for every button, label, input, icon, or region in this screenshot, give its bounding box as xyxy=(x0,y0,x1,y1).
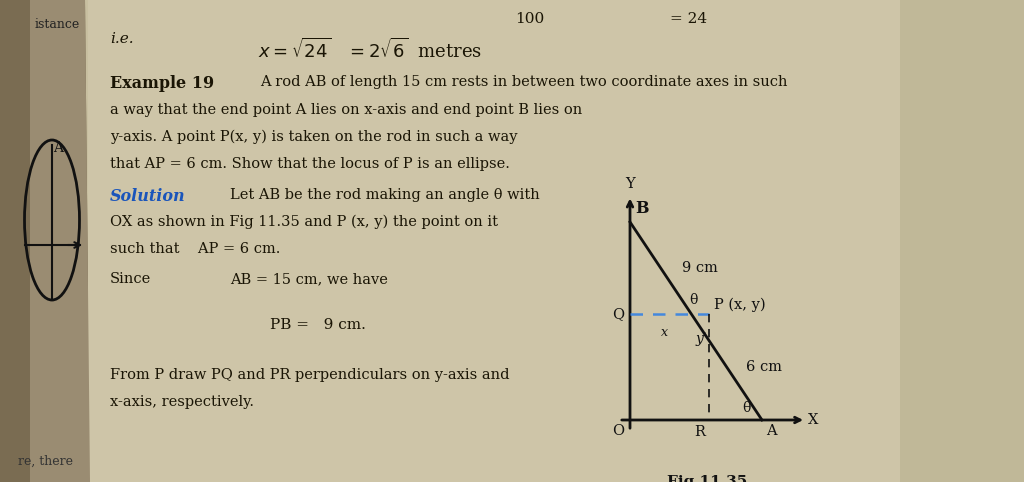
Text: a way that the end point A lies on x-axis and end point B lies on: a way that the end point A lies on x-axi… xyxy=(110,103,583,117)
Text: Y: Y xyxy=(625,177,635,191)
Text: A: A xyxy=(766,424,776,438)
Text: istance: istance xyxy=(35,18,80,31)
Text: such that    AP = 6 cm.: such that AP = 6 cm. xyxy=(110,242,281,256)
Text: Solution: Solution xyxy=(110,188,185,205)
Text: y-axis. A point P(x, y) is taken on the rod in such a way: y-axis. A point P(x, y) is taken on the … xyxy=(110,130,517,145)
Text: Fig 11.35: Fig 11.35 xyxy=(667,475,748,482)
Text: y': y' xyxy=(695,333,708,347)
Text: P (x, y): P (x, y) xyxy=(714,298,766,312)
Text: θ: θ xyxy=(689,294,697,308)
Text: X: X xyxy=(808,413,818,427)
Text: PB =   9 cm.: PB = 9 cm. xyxy=(270,318,366,332)
Polygon shape xyxy=(0,0,90,482)
Text: A rod AB of length 15 cm rests in between two coordinate axes in such: A rod AB of length 15 cm rests in betwee… xyxy=(260,75,787,89)
Text: From P draw PQ and PR perpendiculars on y-axis and: From P draw PQ and PR perpendiculars on … xyxy=(110,368,510,382)
Polygon shape xyxy=(88,0,900,482)
Text: θ: θ xyxy=(741,401,751,415)
Text: 100: 100 xyxy=(515,12,545,26)
Text: x: x xyxy=(662,326,668,339)
Text: re, there: re, there xyxy=(18,455,73,468)
Text: Since: Since xyxy=(110,272,152,286)
Text: Let AB be the rod making an angle θ with: Let AB be the rod making an angle θ with xyxy=(230,188,540,202)
Text: B: B xyxy=(635,200,648,217)
Text: Example 19: Example 19 xyxy=(110,75,214,92)
Text: 6 cm: 6 cm xyxy=(745,360,781,374)
Text: O: O xyxy=(612,424,624,438)
Text: R: R xyxy=(694,425,706,439)
Text: that AP = 6 cm. Show that the locus of P is an ellipse.: that AP = 6 cm. Show that the locus of P… xyxy=(110,157,510,171)
Text: x-axis, respectively.: x-axis, respectively. xyxy=(110,395,254,409)
Text: A: A xyxy=(53,141,63,155)
Text: AB = 15 cm, we have: AB = 15 cm, we have xyxy=(230,272,388,286)
Text: $x = \sqrt{24}$   $= 2\sqrt{6}$  metres: $x = \sqrt{24}$ $= 2\sqrt{6}$ metres xyxy=(258,38,482,62)
Text: Q: Q xyxy=(612,308,624,321)
Polygon shape xyxy=(30,0,90,482)
Text: i.e.: i.e. xyxy=(110,32,133,46)
Text: = 24: = 24 xyxy=(670,12,708,26)
Text: OX as shown in Fig 11.35 and P (x, y) the point on it: OX as shown in Fig 11.35 and P (x, y) th… xyxy=(110,215,498,229)
Text: 9 cm: 9 cm xyxy=(682,261,718,275)
Polygon shape xyxy=(900,0,1024,482)
